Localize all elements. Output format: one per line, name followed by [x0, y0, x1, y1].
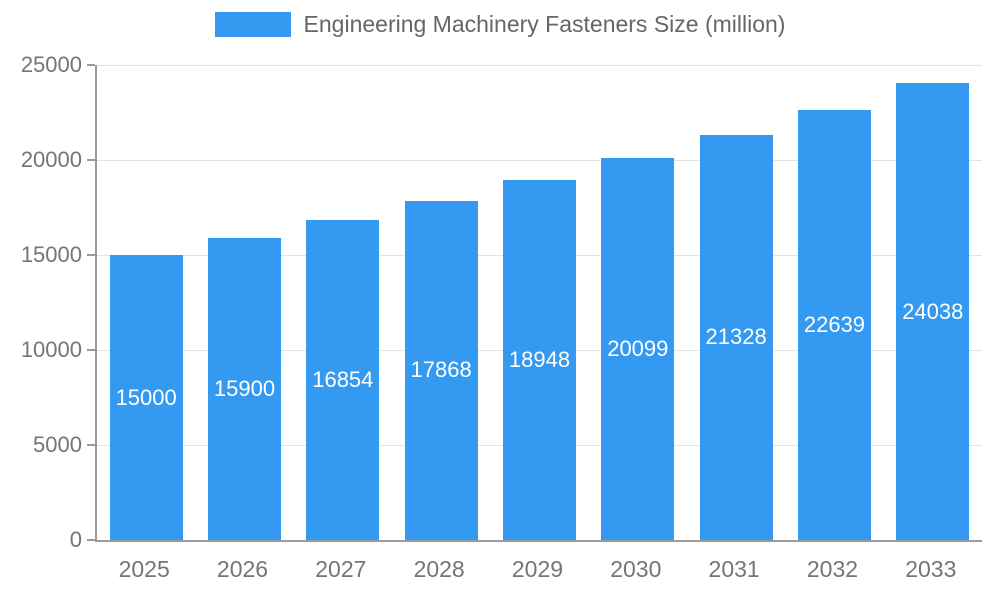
bar-value-label: 21328 [705, 324, 767, 350]
bar-slot-2030: 20099 [589, 65, 687, 540]
bar-2033[interactable]: 24038 [896, 83, 970, 540]
bar-value-label: 16854 [312, 366, 374, 392]
x-axis-label-2028: 2028 [413, 556, 465, 582]
bar-2030[interactable]: 20099 [601, 158, 675, 540]
y-axis-tick-mark [87, 159, 95, 161]
bar-2029[interactable]: 18948 [503, 180, 576, 540]
bar-2025[interactable]: 15000 [109, 255, 183, 540]
legend-swatch [214, 12, 291, 37]
bar-slot-2025: 15000 [97, 65, 195, 540]
bar-slot-2033: 24038 [884, 65, 982, 540]
y-axis-tick-label: 25000 [20, 52, 82, 77]
bar-2031[interactable]: 21328 [699, 134, 773, 540]
bar-value-label: 24038 [902, 298, 964, 324]
bar-slot-2027: 16854 [294, 65, 392, 540]
bars-container: 15000 15900 16854 17868 18948 20099 21328 22639… [97, 65, 982, 540]
bar-value-label: 17868 [410, 357, 472, 383]
x-axis: 2025 2026 2027 2028 2029 2030 2031 2032 2033 [95, 556, 980, 583]
x-axis-label-2031: 2031 [708, 556, 760, 582]
y-axis-tick-label: 5000 [33, 432, 82, 457]
x-axis-label-2027: 2027 [315, 556, 367, 582]
y-axis-tick-mark [87, 254, 95, 256]
x-axis-label-2032: 2032 [806, 556, 859, 582]
gridline [97, 160, 982, 161]
bar-2028[interactable]: 17868 [404, 200, 478, 540]
bar-slot-2032: 22639 [785, 65, 883, 540]
legend-label: Engineering Machinery Fasteners Size (mi… [303, 11, 786, 37]
y-axis-tick-mark [87, 349, 95, 351]
bar-value-label: 18948 [508, 347, 571, 372]
x-axis-label-2029: 2029 [511, 556, 564, 582]
bar-2032[interactable]: 22639 [798, 109, 871, 540]
bar-chart-plot-area: 15000 15900 16854 17868 18948 20099 21328 22639… [87, 64, 982, 542]
bar-slot-2026: 15900 [195, 65, 293, 540]
x-axis-label-2030: 2030 [610, 556, 662, 582]
y-axis-tick-mark [87, 444, 95, 446]
bar-slot-2029: 18948 [490, 65, 588, 540]
x-axis-label-2026: 2026 [216, 556, 269, 582]
bar-2026[interactable]: 15900 [208, 237, 281, 540]
chart-legend[interactable]: Engineering Machinery Fasteners Size (mi… [0, 11, 1000, 38]
bar-2027[interactable]: 16854 [306, 219, 380, 540]
bar-slot-2031: 21328 [687, 65, 785, 540]
y-axis-tick-mark [87, 539, 95, 541]
y-axis-tick-mark [87, 64, 95, 66]
bar-value-label: 15900 [213, 375, 276, 401]
y-axis-tick-label: 10000 [20, 337, 82, 362]
y-axis-tick-label: 0 [69, 527, 82, 552]
y-axis-tick-label: 20000 [20, 147, 82, 172]
bar-value-label: 20099 [607, 336, 669, 362]
x-axis-label-2033: 2033 [905, 556, 957, 582]
bar-value-label: 15000 [115, 384, 177, 410]
bar-value-label: 22639 [803, 311, 866, 337]
x-axis-label-2025: 2025 [118, 556, 170, 582]
gridline [97, 65, 982, 66]
bar-slot-2028: 17868 [392, 65, 490, 540]
y-axis-tick-label: 15000 [20, 242, 82, 267]
